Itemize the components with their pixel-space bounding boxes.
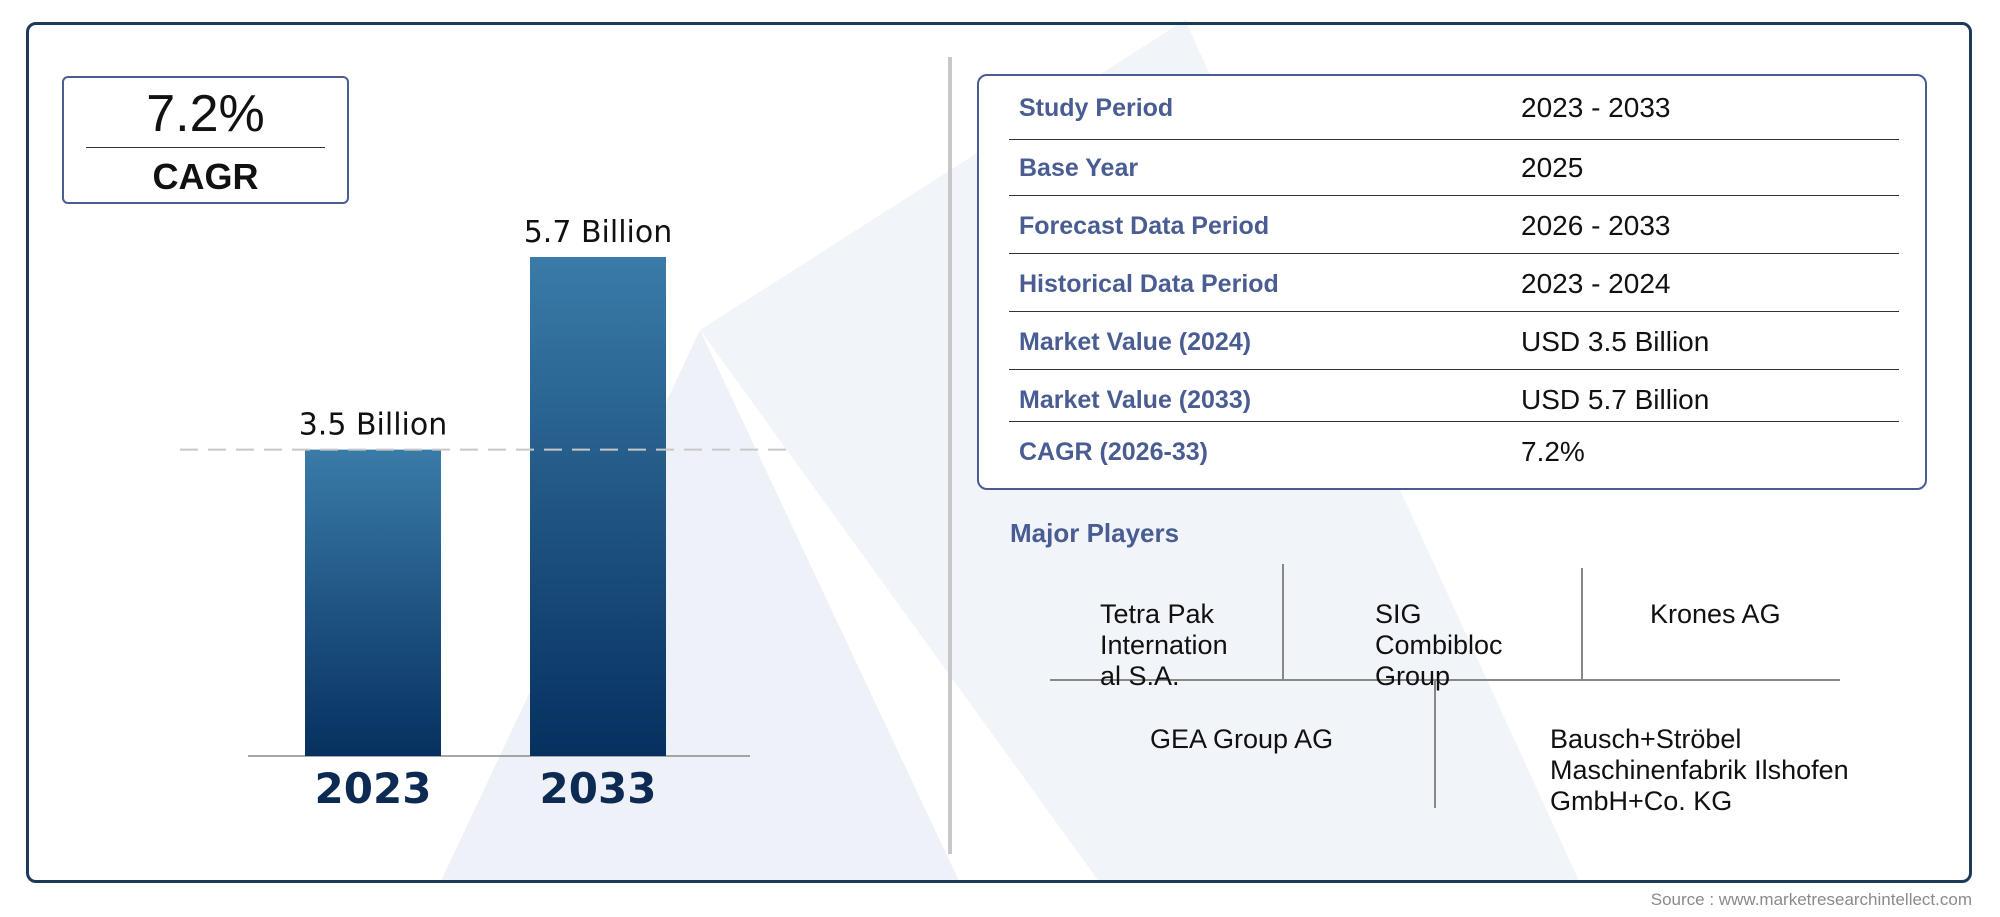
data-label: 3.5 Billion bbox=[299, 408, 448, 443]
player-tetra-pak: Tetra Pak Internation al S.A. bbox=[1100, 599, 1228, 691]
info-value: 2025 bbox=[1521, 152, 1584, 183]
players-divider-vertical-2 bbox=[1581, 568, 1583, 680]
player-gea-group: GEA Group AG bbox=[1150, 724, 1334, 754]
info-key: Study Period bbox=[1019, 94, 1174, 122]
cagr-label: CAGR bbox=[152, 156, 259, 197]
info-value: 2023 - 2024 bbox=[1521, 268, 1671, 299]
info-value: 2026 - 2033 bbox=[1521, 210, 1671, 241]
info-row: Base Year 2025 bbox=[1009, 138, 1899, 196]
info-value: 2023 - 2033 bbox=[1521, 92, 1671, 123]
info-row: CAGR (2026-33) 7.2% bbox=[1009, 422, 1899, 482]
info-row: Market Value (2024) USD 3.5 Billion bbox=[1009, 312, 1899, 370]
info-row: Study Period 2023 - 2033 bbox=[1009, 78, 1899, 140]
info-key: Forecast Data Period bbox=[1019, 212, 1270, 240]
bar-2023 bbox=[305, 449, 441, 756]
info-row: Forecast Data Period 2026 - 2033 bbox=[1009, 196, 1899, 254]
info-key: Market Value (2033) bbox=[1019, 386, 1252, 414]
info-row: Market Value (2033) USD 5.7 Billion bbox=[1009, 370, 1899, 422]
bar-2033 bbox=[530, 257, 666, 756]
players-divider-vertical-1 bbox=[1282, 564, 1284, 680]
source-note: Source : www.marketresearchintellect.com bbox=[1650, 890, 1972, 909]
report-info-table: Study Period 2023 - 2033 Base Year 2025 Fore… bbox=[977, 74, 1927, 490]
x-tick-label: 2023 bbox=[315, 764, 432, 813]
x-tick-label: 2033 bbox=[540, 764, 657, 813]
cagr-divider bbox=[86, 147, 325, 148]
player-krones: Krones AG bbox=[1650, 599, 1781, 629]
data-label: 5.7 Billion bbox=[524, 215, 673, 250]
player-bausch-stroebel: Bausch+Ströbel Maschinenfabrik Ilshofen Gm… bbox=[1550, 724, 1849, 816]
info-value: USD 5.7 Billion bbox=[1521, 384, 1710, 415]
info-key: CAGR (2026-33) bbox=[1019, 438, 1208, 466]
card-frame bbox=[26, 22, 1972, 883]
info-value: 7.2% bbox=[1521, 436, 1585, 467]
cagr-value: 7.2% bbox=[146, 85, 265, 143]
info-row: Historical Data Period 2023 - 2024 bbox=[1009, 254, 1899, 312]
info-key: Market Value (2024) bbox=[1019, 328, 1252, 356]
major-players-title: Major Players bbox=[1010, 518, 1180, 548]
market-size-bar-chart: 3.5 Billion 2023 5.7 Billion 2033 bbox=[180, 215, 790, 813]
info-key: Base Year bbox=[1019, 154, 1139, 182]
players-divider-vertical-3 bbox=[1434, 680, 1436, 808]
section-divider bbox=[948, 57, 952, 854]
info-value: USD 3.5 Billion bbox=[1521, 326, 1710, 357]
player-sig-combibloc: SIG Combibloc Group bbox=[1375, 599, 1503, 691]
cagr-summary-box: 7.2% CAGR bbox=[62, 76, 349, 204]
info-key: Historical Data Period bbox=[1019, 270, 1279, 298]
players-divider-horizontal bbox=[1050, 679, 1840, 681]
